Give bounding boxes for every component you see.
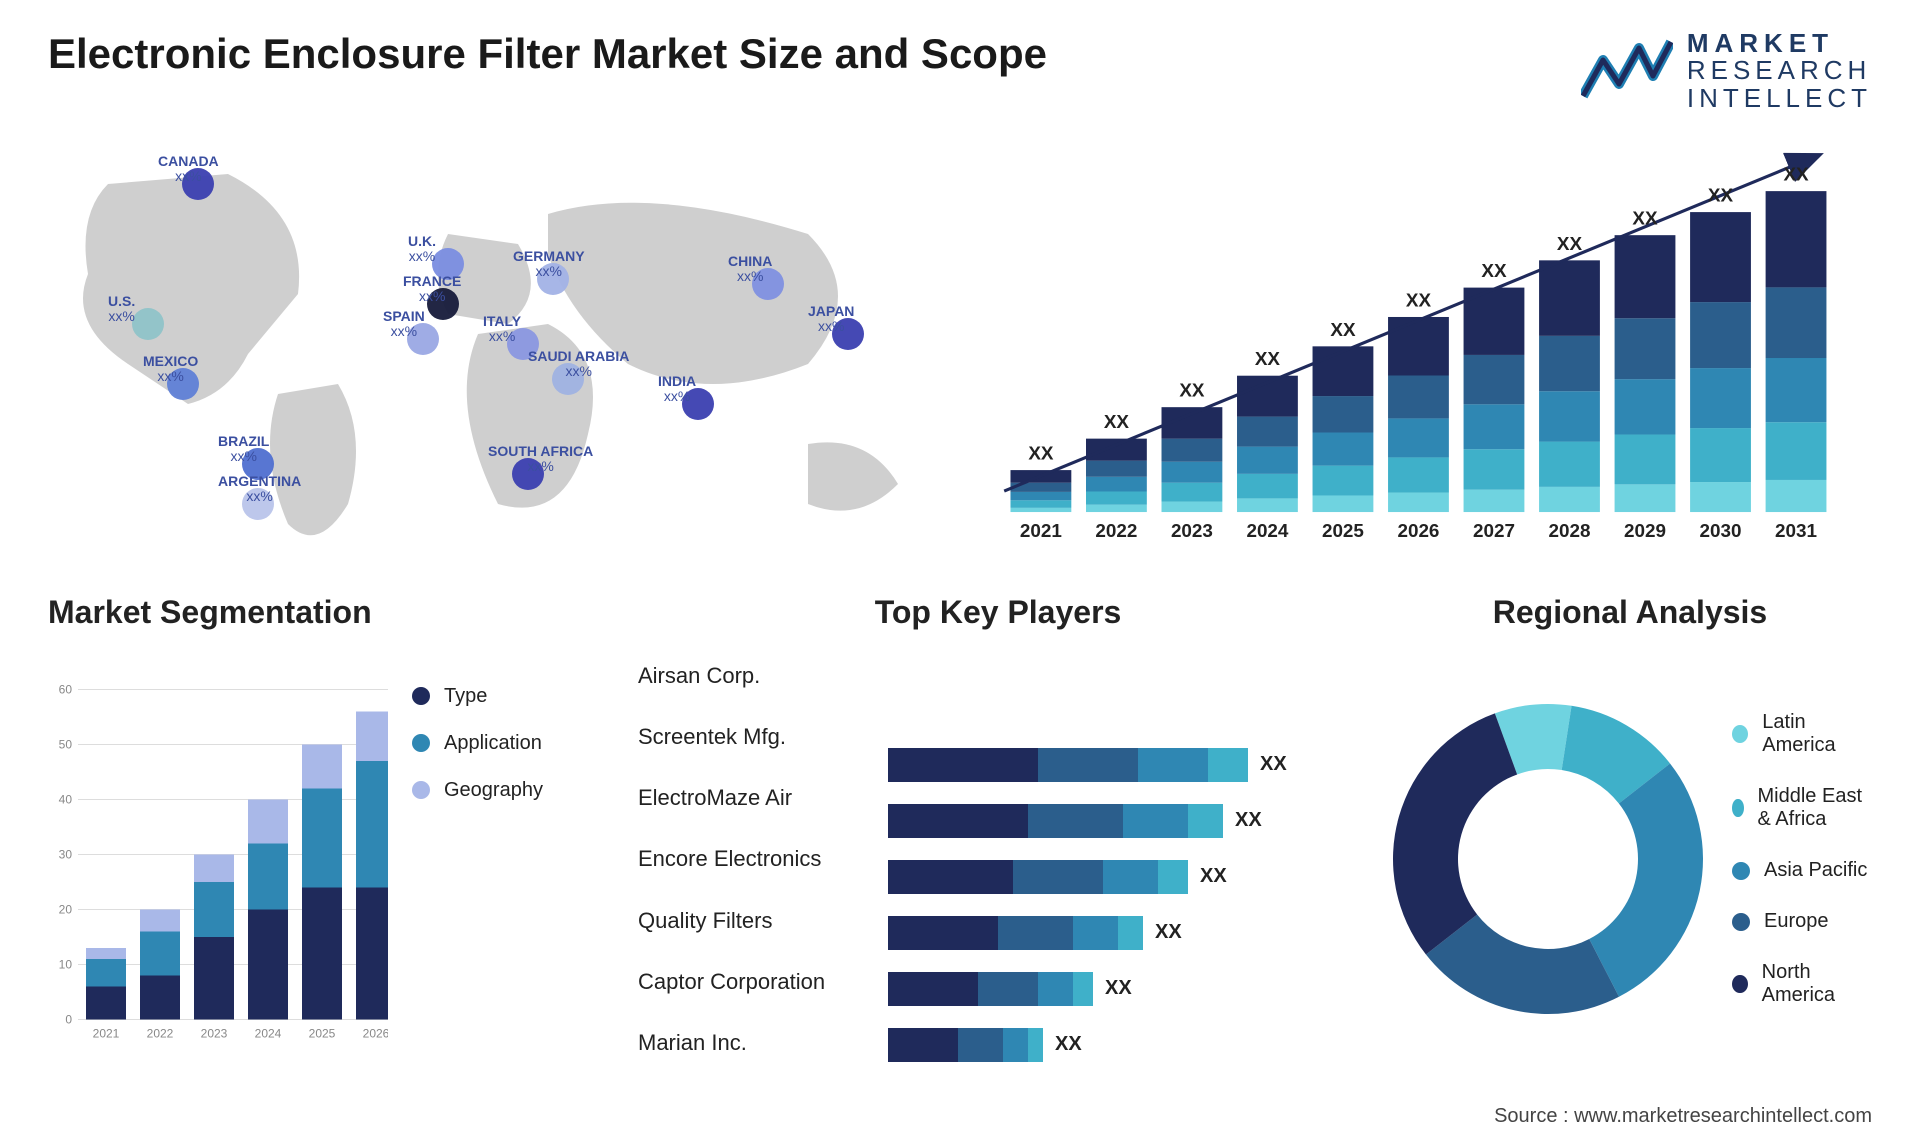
svg-text:XX: XX [1557,233,1583,254]
segmentation-panel: Market Segmentation 2021 2022 2023 2024 2025… [48,594,608,1074]
region-legend-middle-east-africa: Middle East & Africa [1732,785,1872,831]
svg-text:50: 50 [59,737,73,751]
region-legend-europe: Europe [1732,910,1872,933]
svg-text:2022: 2022 [1095,520,1137,541]
map-label-south-africa: SOUTH AFRICAxx% [488,444,593,475]
map-label-u-k-: U.K.xx% [408,234,436,265]
map-label-spain: SPAINxx% [383,309,425,340]
player-name: ElectroMaze Air [638,785,868,811]
map-label-china: CHINAxx% [728,254,772,285]
svg-text:XX: XX [1028,443,1054,464]
player-name: Quality Filters [638,908,868,934]
regional-donut [1388,699,1708,1019]
svg-text:XX: XX [1179,380,1205,401]
player-name: Airsan Corp. [638,663,868,689]
segmentation-title: Market Segmentation [48,594,608,631]
svg-text:2021: 2021 [93,1026,120,1040]
map-label-mexico: MEXICOxx% [143,354,198,385]
regional-legend: Latin America Middle East & Africa Asia Pa… [1732,711,1872,1007]
seg-legend-type: Type [412,685,543,708]
svg-text:2030: 2030 [1700,520,1742,541]
svg-text:30: 30 [59,847,73,861]
player-bar-row: XX [888,961,1358,1017]
segmentation-legend: Type Application Geography [412,645,543,1074]
player-bar-row: XX [888,1017,1358,1073]
svg-text:2023: 2023 [1171,520,1213,541]
brand-logo: MARKET RESEARCH INTELLECT [1581,30,1872,112]
page-title: Electronic Enclosure Filter Market Size … [48,30,1047,78]
svg-text:2025: 2025 [1322,520,1364,541]
seg-legend-geography: Geography [412,779,543,802]
svg-text:XX: XX [1632,208,1658,229]
svg-text:XX: XX [1481,260,1507,281]
world-map-panel: CANADAxx% U.S.xx% MEXICOxx% BRAZILxx% ARGENT… [48,124,948,554]
map-label-u-s-: U.S.xx% [108,294,135,325]
map-label-italy: ITALYxx% [483,314,521,345]
svg-text:2024: 2024 [1246,520,1288,541]
player-bar-row: XX [888,849,1358,905]
map-label-france: FRANCExx% [403,274,461,305]
source-line: Source : www.marketresearchintellect.com [1494,1105,1872,1128]
top-row: CANADAxx% U.S.xx% MEXICOxx% BRAZILxx% ARGENT… [48,124,1872,554]
svg-text:2027: 2027 [1473,520,1515,541]
svg-text:2022: 2022 [147,1026,174,1040]
player-name: Screentek Mfg. [638,724,868,750]
players-title: Top Key Players [638,594,1358,631]
trend-chart: 2021 2022 2023 2024 2025 2026 2027 2028 2029 2030… [988,124,1872,554]
bottom-row: Market Segmentation 2021 2022 2023 2024 2025… [48,594,1872,1074]
map-label-india: INDIAxx% [658,374,696,405]
logo-line1: MARKET [1687,30,1872,57]
svg-text:2021: 2021 [1020,520,1062,541]
donut-wrap [1388,699,1708,1019]
svg-text:2031: 2031 [1775,520,1817,541]
player-bar-row: XX [888,793,1358,849]
player-bar-row [888,681,1358,737]
svg-text:2024: 2024 [255,1026,282,1040]
regional-panel: Regional Analysis Latin America Middle Ea… [1388,594,1872,1074]
regional-title: Regional Analysis [1388,594,1872,631]
map-label-germany: GERMANYxx% [513,249,585,280]
svg-text:2026: 2026 [363,1026,388,1040]
seg-legend-application: Application [412,732,543,755]
svg-text:XX: XX [1104,411,1130,432]
map-label-saudi-arabia: SAUDI ARABIAxx% [528,349,629,380]
svg-text:XX: XX [1330,319,1356,340]
region-legend-north-america: North America [1732,961,1872,1007]
player-bar-row: XX [888,737,1358,793]
header: Electronic Enclosure Filter Market Size … [48,30,1872,112]
player-name: Captor Corporation [638,969,868,995]
svg-text:XX: XX [1708,185,1734,206]
players-names: Airsan Corp. Screentek Mfg. ElectroMaze Ai… [638,645,868,1074]
logo-line2: RESEARCH [1687,57,1872,84]
player-name: Marian Inc. [638,1030,868,1056]
region-legend-latin-america: Latin America [1732,711,1872,757]
region-legend-asia-pacific: Asia Pacific [1732,859,1872,882]
svg-text:XX: XX [1255,348,1281,369]
svg-text:XX: XX [1406,289,1432,310]
map-label-canada: CANADAxx% [158,154,219,185]
segmentation-chart: 2021 2022 2023 2024 2025 2026 0 10 20 30 40 50 60 [48,645,388,1074]
svg-text:60: 60 [59,682,73,696]
map-label-brazil: BRAZILxx% [218,434,269,465]
players-panel: Top Key Players Airsan Corp. Screentek Mf… [638,594,1358,1074]
svg-text:2026: 2026 [1397,520,1439,541]
svg-text:2023: 2023 [201,1026,228,1040]
svg-text:40: 40 [59,792,73,806]
svg-text:XX: XX [1783,164,1809,185]
players-bars: XXXXXXXXXXXX [888,645,1358,1074]
svg-text:2025: 2025 [309,1026,336,1040]
logo-line3: INTELLECT [1687,85,1872,112]
logo-icon [1581,36,1673,106]
map-label-japan: JAPANxx% [808,304,854,335]
player-name: Encore Electronics [638,846,868,872]
svg-text:2028: 2028 [1549,520,1591,541]
trend-chart-panel: 2021 2022 2023 2024 2025 2026 2027 2028 2029 2030… [988,124,1872,554]
svg-text:2029: 2029 [1624,520,1666,541]
svg-text:0: 0 [65,1012,72,1026]
map-label-argentina: ARGENTINAxx% [218,474,301,505]
svg-text:10: 10 [59,957,73,971]
svg-text:20: 20 [59,902,73,916]
player-bar-row: XX [888,905,1358,961]
